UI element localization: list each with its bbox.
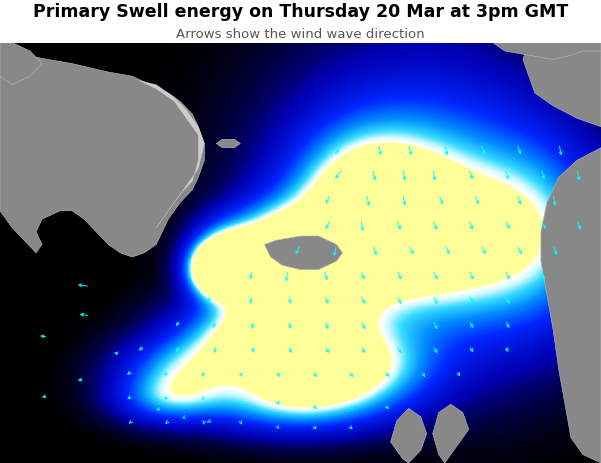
- Polygon shape: [0, 43, 42, 85]
- Polygon shape: [433, 404, 469, 463]
- Polygon shape: [391, 408, 427, 463]
- Polygon shape: [523, 43, 601, 127]
- Polygon shape: [0, 43, 204, 257]
- Text: Primary Swell energy on Thursday 20 Mar at 3pm GMT: Primary Swell energy on Thursday 20 Mar …: [33, 3, 568, 21]
- Text: Arrows show the wind wave direction: Arrows show the wind wave direction: [176, 28, 425, 41]
- Polygon shape: [138, 81, 204, 228]
- Polygon shape: [216, 139, 240, 148]
- Polygon shape: [493, 43, 601, 59]
- Polygon shape: [541, 148, 601, 463]
- Polygon shape: [264, 236, 343, 269]
